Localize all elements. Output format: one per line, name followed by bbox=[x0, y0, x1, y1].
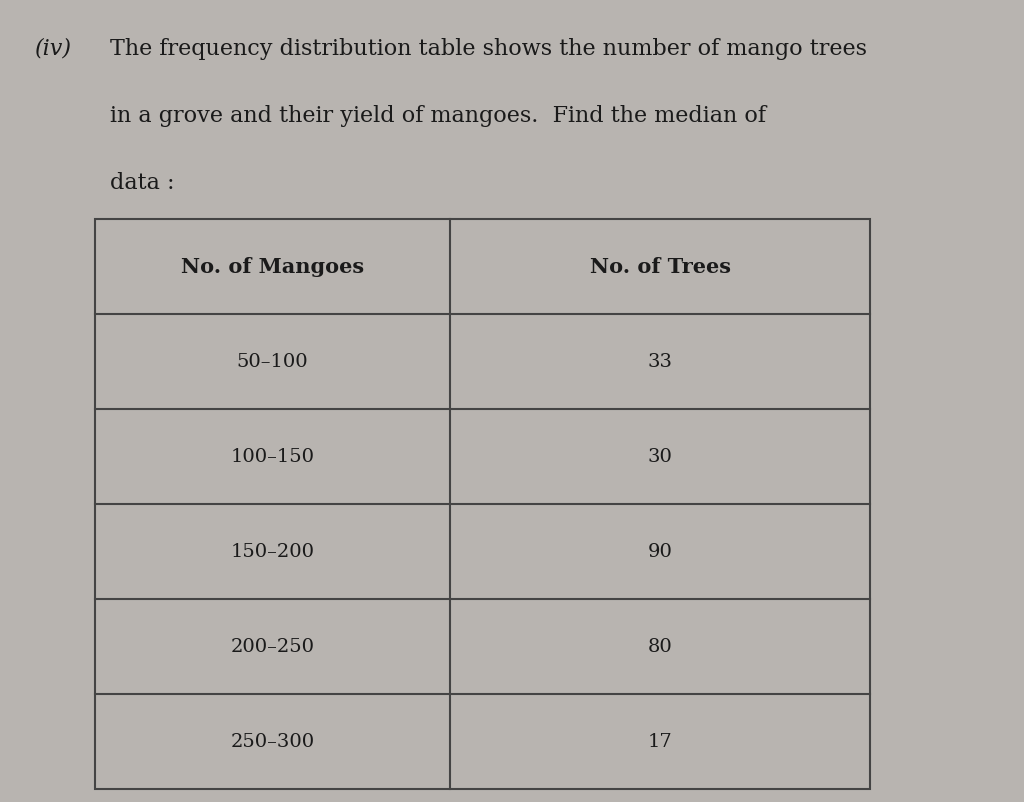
Text: 17: 17 bbox=[647, 732, 673, 751]
Text: 33: 33 bbox=[647, 353, 673, 371]
Text: data :: data : bbox=[110, 172, 174, 194]
Text: The frequency distribution table shows the number of mango trees: The frequency distribution table shows t… bbox=[110, 38, 867, 60]
Text: No. of Trees: No. of Trees bbox=[590, 257, 730, 277]
Text: (iv): (iv) bbox=[35, 38, 72, 60]
Text: 90: 90 bbox=[647, 543, 673, 561]
Bar bbox=[95, 220, 870, 789]
Text: 80: 80 bbox=[647, 638, 673, 656]
Text: No. of Mangoes: No. of Mangoes bbox=[181, 257, 365, 277]
Text: 100–150: 100–150 bbox=[230, 448, 314, 466]
Text: 200–250: 200–250 bbox=[230, 638, 314, 656]
Text: 250–300: 250–300 bbox=[230, 732, 314, 751]
Text: 30: 30 bbox=[647, 448, 673, 466]
Text: in a grove and their yield of mangoes.  Find the median of: in a grove and their yield of mangoes. F… bbox=[110, 105, 766, 127]
Text: 150–200: 150–200 bbox=[230, 543, 314, 561]
Text: 50–100: 50–100 bbox=[237, 353, 308, 371]
